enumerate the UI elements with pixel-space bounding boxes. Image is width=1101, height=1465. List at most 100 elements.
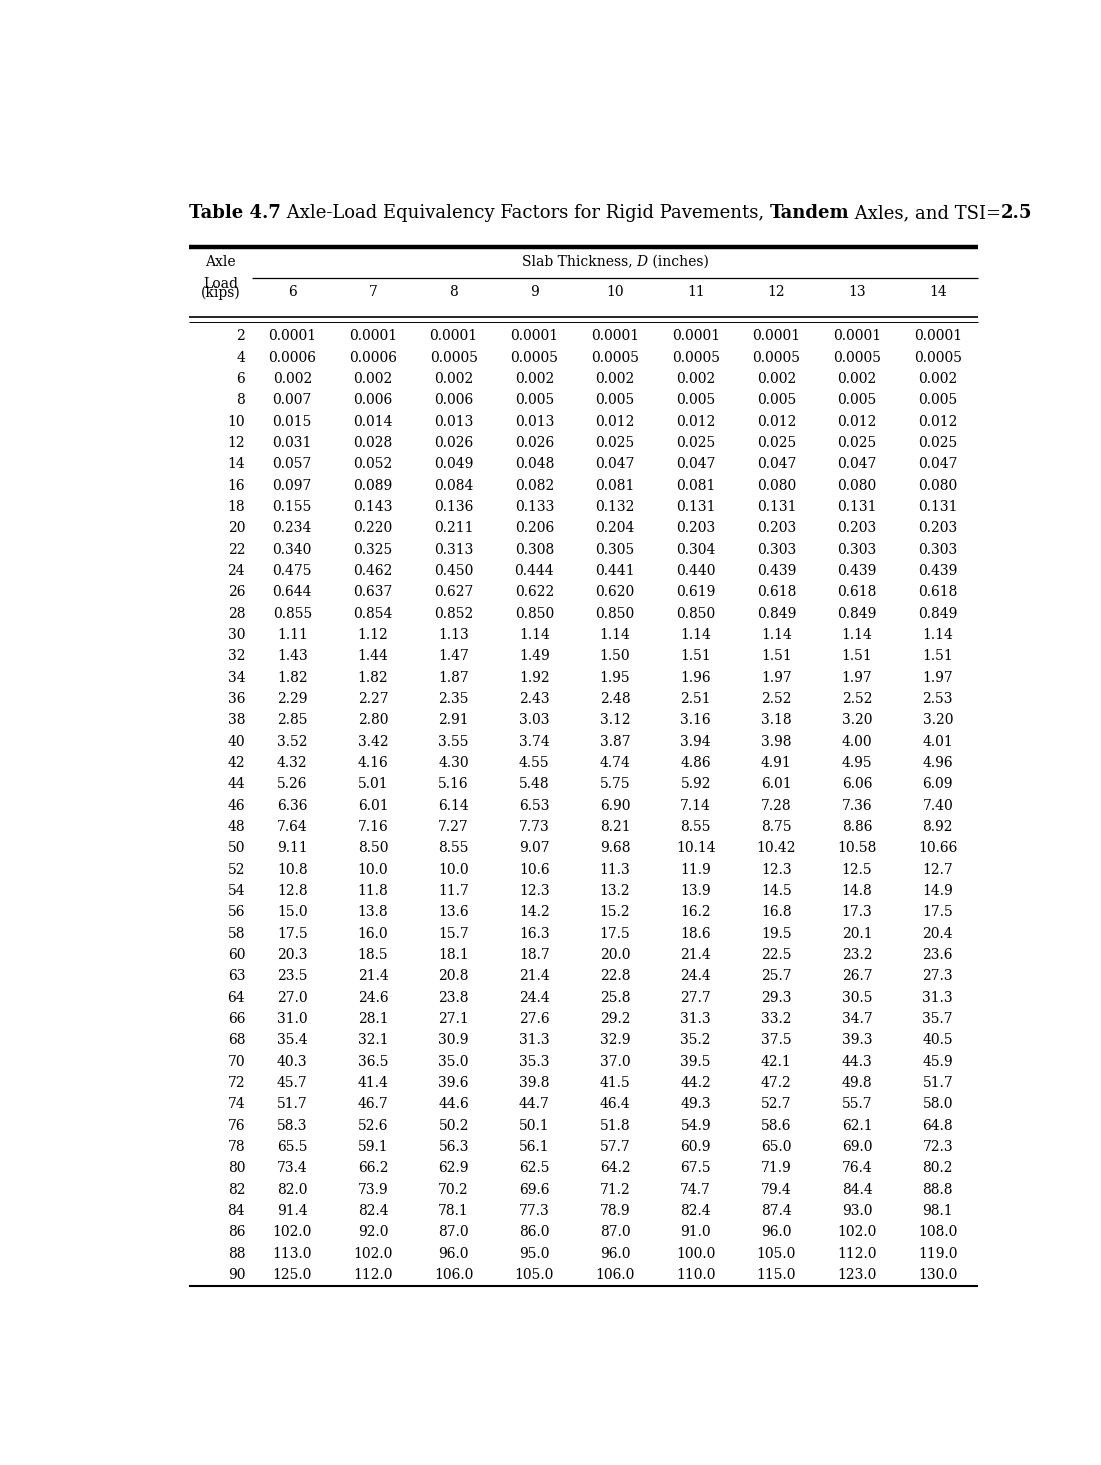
Text: 27.6: 27.6	[519, 1012, 549, 1026]
Text: 0.002: 0.002	[918, 372, 958, 387]
Text: 0.031: 0.031	[273, 437, 312, 450]
Text: 69.0: 69.0	[842, 1140, 872, 1154]
Text: 0.005: 0.005	[515, 394, 554, 407]
Text: 0.849: 0.849	[756, 607, 796, 621]
Text: 1.14: 1.14	[680, 628, 711, 642]
Text: 32: 32	[228, 649, 246, 664]
Text: 0.450: 0.450	[434, 564, 473, 579]
Text: 0.015: 0.015	[273, 415, 312, 429]
Text: 8.55: 8.55	[680, 820, 711, 834]
Text: 108.0: 108.0	[918, 1225, 958, 1239]
Text: 0.0005: 0.0005	[914, 350, 962, 365]
Text: 6: 6	[288, 286, 296, 299]
Text: 12.8: 12.8	[277, 885, 307, 898]
Text: 1.95: 1.95	[600, 671, 631, 684]
Text: 105.0: 105.0	[514, 1269, 554, 1282]
Text: 14.2: 14.2	[519, 905, 549, 920]
Text: 56.3: 56.3	[438, 1140, 469, 1154]
Text: 60.9: 60.9	[680, 1140, 711, 1154]
Text: 16: 16	[228, 479, 246, 492]
Text: 7.36: 7.36	[842, 798, 872, 813]
Text: 0.0005: 0.0005	[429, 350, 478, 365]
Text: 7.27: 7.27	[438, 820, 469, 834]
Text: 4.55: 4.55	[519, 756, 549, 771]
Text: 9.07: 9.07	[519, 841, 549, 856]
Text: 16.3: 16.3	[519, 927, 549, 941]
Text: 14.8: 14.8	[841, 885, 872, 898]
Text: 0.637: 0.637	[353, 586, 393, 599]
Text: 30: 30	[228, 628, 246, 642]
Text: 0.028: 0.028	[353, 437, 393, 450]
Text: 0.007: 0.007	[273, 394, 312, 407]
Text: 102.0: 102.0	[838, 1225, 876, 1239]
Text: 0.234: 0.234	[273, 522, 312, 536]
Text: 0.850: 0.850	[596, 607, 634, 621]
Text: 7.16: 7.16	[358, 820, 389, 834]
Text: 0.005: 0.005	[838, 394, 876, 407]
Text: 52.6: 52.6	[358, 1119, 389, 1132]
Text: 0.012: 0.012	[838, 415, 876, 429]
Text: 49.3: 49.3	[680, 1097, 711, 1112]
Text: 6.53: 6.53	[519, 798, 549, 813]
Text: 2.43: 2.43	[519, 691, 549, 706]
Text: 0.206: 0.206	[515, 522, 554, 536]
Text: 1.14: 1.14	[841, 628, 872, 642]
Text: 13.8: 13.8	[358, 905, 389, 920]
Text: 8.75: 8.75	[761, 820, 792, 834]
Text: 63: 63	[228, 970, 246, 983]
Text: 15.2: 15.2	[600, 905, 631, 920]
Text: 23.2: 23.2	[842, 948, 872, 963]
Text: 10.58: 10.58	[838, 841, 876, 856]
Text: 20.8: 20.8	[438, 970, 469, 983]
Text: (kips): (kips)	[200, 286, 240, 300]
Text: 0.0001: 0.0001	[349, 330, 397, 343]
Text: 4.74: 4.74	[600, 756, 631, 771]
Text: 39.5: 39.5	[680, 1055, 711, 1069]
Text: 39.3: 39.3	[842, 1033, 872, 1047]
Text: 88.8: 88.8	[923, 1182, 953, 1197]
Text: 0.0001: 0.0001	[752, 330, 800, 343]
Text: 27.0: 27.0	[277, 990, 307, 1005]
Text: 1.96: 1.96	[680, 671, 711, 684]
Text: 50.2: 50.2	[438, 1119, 469, 1132]
Text: 1.44: 1.44	[358, 649, 389, 664]
Text: 7.40: 7.40	[923, 798, 953, 813]
Text: 0.012: 0.012	[676, 415, 716, 429]
Text: 0.047: 0.047	[596, 457, 635, 472]
Text: 59.1: 59.1	[358, 1140, 389, 1154]
Text: 58.0: 58.0	[923, 1097, 953, 1112]
Text: 6.01: 6.01	[358, 798, 389, 813]
Text: 0.006: 0.006	[434, 394, 473, 407]
Text: 0.204: 0.204	[596, 522, 634, 536]
Text: 12: 12	[767, 286, 785, 299]
Text: 0.002: 0.002	[273, 372, 312, 387]
Text: 80: 80	[228, 1162, 246, 1175]
Text: 71.2: 71.2	[600, 1182, 631, 1197]
Text: 0.047: 0.047	[756, 457, 796, 472]
Text: 2.85: 2.85	[277, 713, 307, 728]
Text: 56: 56	[228, 905, 246, 920]
Text: 130.0: 130.0	[918, 1269, 958, 1282]
Text: 3.55: 3.55	[438, 735, 469, 749]
Text: 0.082: 0.082	[515, 479, 554, 492]
Text: 1.49: 1.49	[519, 649, 549, 664]
Text: 0.049: 0.049	[434, 457, 473, 472]
Text: 18: 18	[228, 500, 246, 514]
Text: 0.622: 0.622	[515, 586, 554, 599]
Text: 26: 26	[228, 586, 246, 599]
Text: 41.4: 41.4	[358, 1077, 389, 1090]
Text: 15.7: 15.7	[438, 927, 469, 941]
Text: 0.002: 0.002	[756, 372, 796, 387]
Text: 0.303: 0.303	[918, 544, 958, 557]
Text: 64: 64	[228, 990, 246, 1005]
Text: 0.0001: 0.0001	[269, 330, 316, 343]
Text: 13.6: 13.6	[438, 905, 469, 920]
Text: 31.3: 31.3	[680, 1012, 711, 1026]
Text: 5.48: 5.48	[519, 778, 549, 791]
Text: 3.03: 3.03	[519, 713, 549, 728]
Text: 0.005: 0.005	[918, 394, 958, 407]
Text: 4.30: 4.30	[438, 756, 469, 771]
Text: 0.005: 0.005	[676, 394, 716, 407]
Text: 0.025: 0.025	[676, 437, 716, 450]
Text: 0.136: 0.136	[434, 500, 473, 514]
